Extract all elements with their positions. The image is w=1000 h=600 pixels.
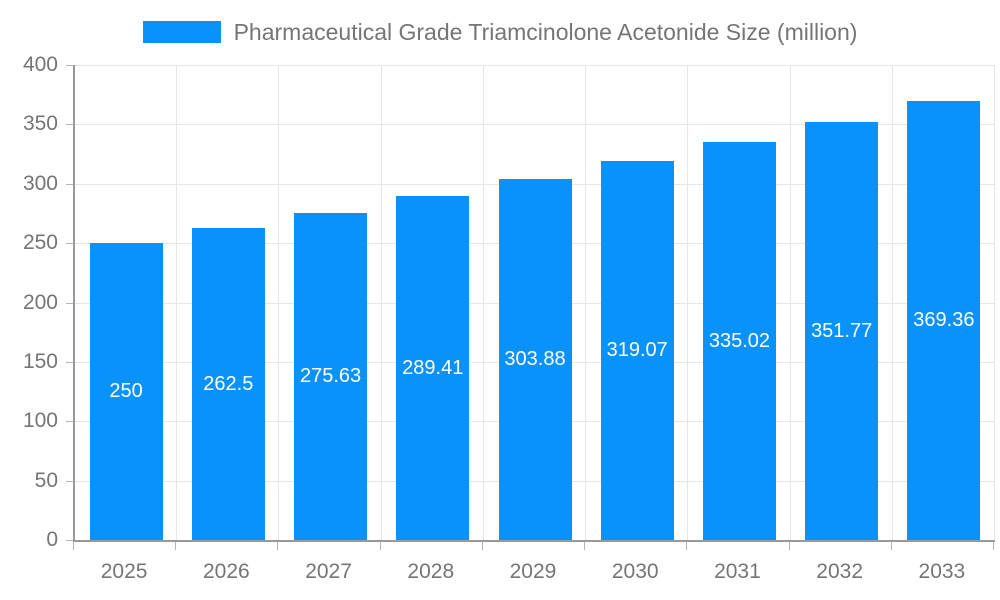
v-gridline — [789, 65, 791, 540]
bar-value-label: 369.36 — [913, 309, 975, 332]
x-axis-tick — [175, 542, 177, 550]
x-axis-tick-label: 2032 — [816, 560, 864, 583]
plot-area: 250 262.5 275.63 289.41 303.88 319.07 335.02 35… — [73, 65, 995, 542]
bar-value-label: 262.5 — [203, 372, 254, 395]
x-axis-tick — [890, 542, 892, 550]
bar: 250 — [89, 243, 163, 540]
x-axis-tick — [993, 542, 994, 550]
x-axis-tick-label: 2028 — [407, 560, 455, 583]
y-axis-tick — [66, 302, 73, 304]
h-gridline — [75, 65, 995, 66]
bar: 351.77 — [805, 122, 879, 540]
x-axis-tick-label: 2031 — [714, 560, 761, 583]
bar: 275.63 — [294, 212, 368, 540]
y-axis-tick — [66, 480, 73, 482]
bar: 319.07 — [600, 161, 674, 540]
y-axis-tick-label: 350 — [22, 112, 58, 136]
y-axis-tick — [66, 124, 73, 126]
bar-value-label: 335.02 — [708, 329, 771, 352]
h-gridline — [75, 124, 995, 126]
y-axis-tick — [66, 421, 73, 423]
x-axis-tick — [73, 542, 74, 550]
x-axis-tick — [788, 542, 790, 550]
x-axis-tick-label: 2029 — [509, 560, 557, 583]
x-axis-tick-label: 2033 — [918, 560, 966, 583]
x-axis-tick — [277, 542, 279, 550]
y-axis-tick — [66, 65, 73, 66]
y-axis-tick-label: 250 — [22, 231, 58, 255]
y-axis-tick — [66, 540, 73, 541]
chart-legend: Pharmaceutical Grade Triamcinolone Aceto… — [0, 18, 1000, 45]
bar-value-label: 289.41 — [402, 356, 464, 379]
v-gridline — [380, 65, 382, 540]
v-gridline — [278, 65, 280, 540]
v-gridline — [176, 65, 178, 540]
y-axis-tick-label: 300 — [22, 171, 58, 195]
y-axis-tick — [66, 183, 73, 185]
y-axis-tick-label: 150 — [22, 349, 58, 373]
x-axis-tick — [584, 542, 586, 550]
bar: 303.88 — [498, 179, 572, 540]
y-axis-tick — [66, 243, 73, 245]
v-gridline — [482, 65, 484, 540]
legend-swatch — [142, 21, 221, 43]
y-axis-tick-label: 50 — [34, 468, 58, 492]
legend-label: Pharmaceutical Grade Triamcinolone Aceto… — [233, 18, 858, 45]
y-axis-tick-label: 400 — [22, 53, 58, 76]
x-axis-tick — [686, 542, 688, 550]
bar: 289.41 — [396, 196, 470, 540]
v-gridline — [994, 65, 995, 540]
bar-value-label: 250 — [109, 380, 143, 403]
x-axis-tick-label: 2030 — [611, 560, 659, 583]
bar: 335.02 — [702, 142, 776, 540]
x-axis-tick-label: 2026 — [202, 560, 250, 583]
x-axis-tick-label: 2027 — [305, 560, 352, 583]
bar-value-label: 319.07 — [606, 339, 668, 362]
bar-value-label: 351.77 — [811, 319, 873, 342]
bar-value-label: 303.88 — [504, 348, 566, 371]
v-gridline — [687, 65, 689, 540]
x-axis-tick — [379, 542, 381, 550]
y-axis-tick — [66, 361, 73, 363]
v-gridline — [891, 65, 893, 540]
y-axis-tick-label: 100 — [22, 409, 58, 433]
bar: 262.5 — [191, 228, 265, 540]
y-axis-tick-label: 200 — [22, 290, 58, 314]
x-axis-tick-label: 2025 — [100, 560, 148, 583]
bar: 369.36 — [907, 101, 981, 540]
bar-value-label: 275.63 — [299, 364, 362, 387]
x-axis-tick — [481, 542, 483, 550]
v-gridline — [585, 65, 587, 540]
y-axis-tick-label: 0 — [46, 528, 58, 551]
